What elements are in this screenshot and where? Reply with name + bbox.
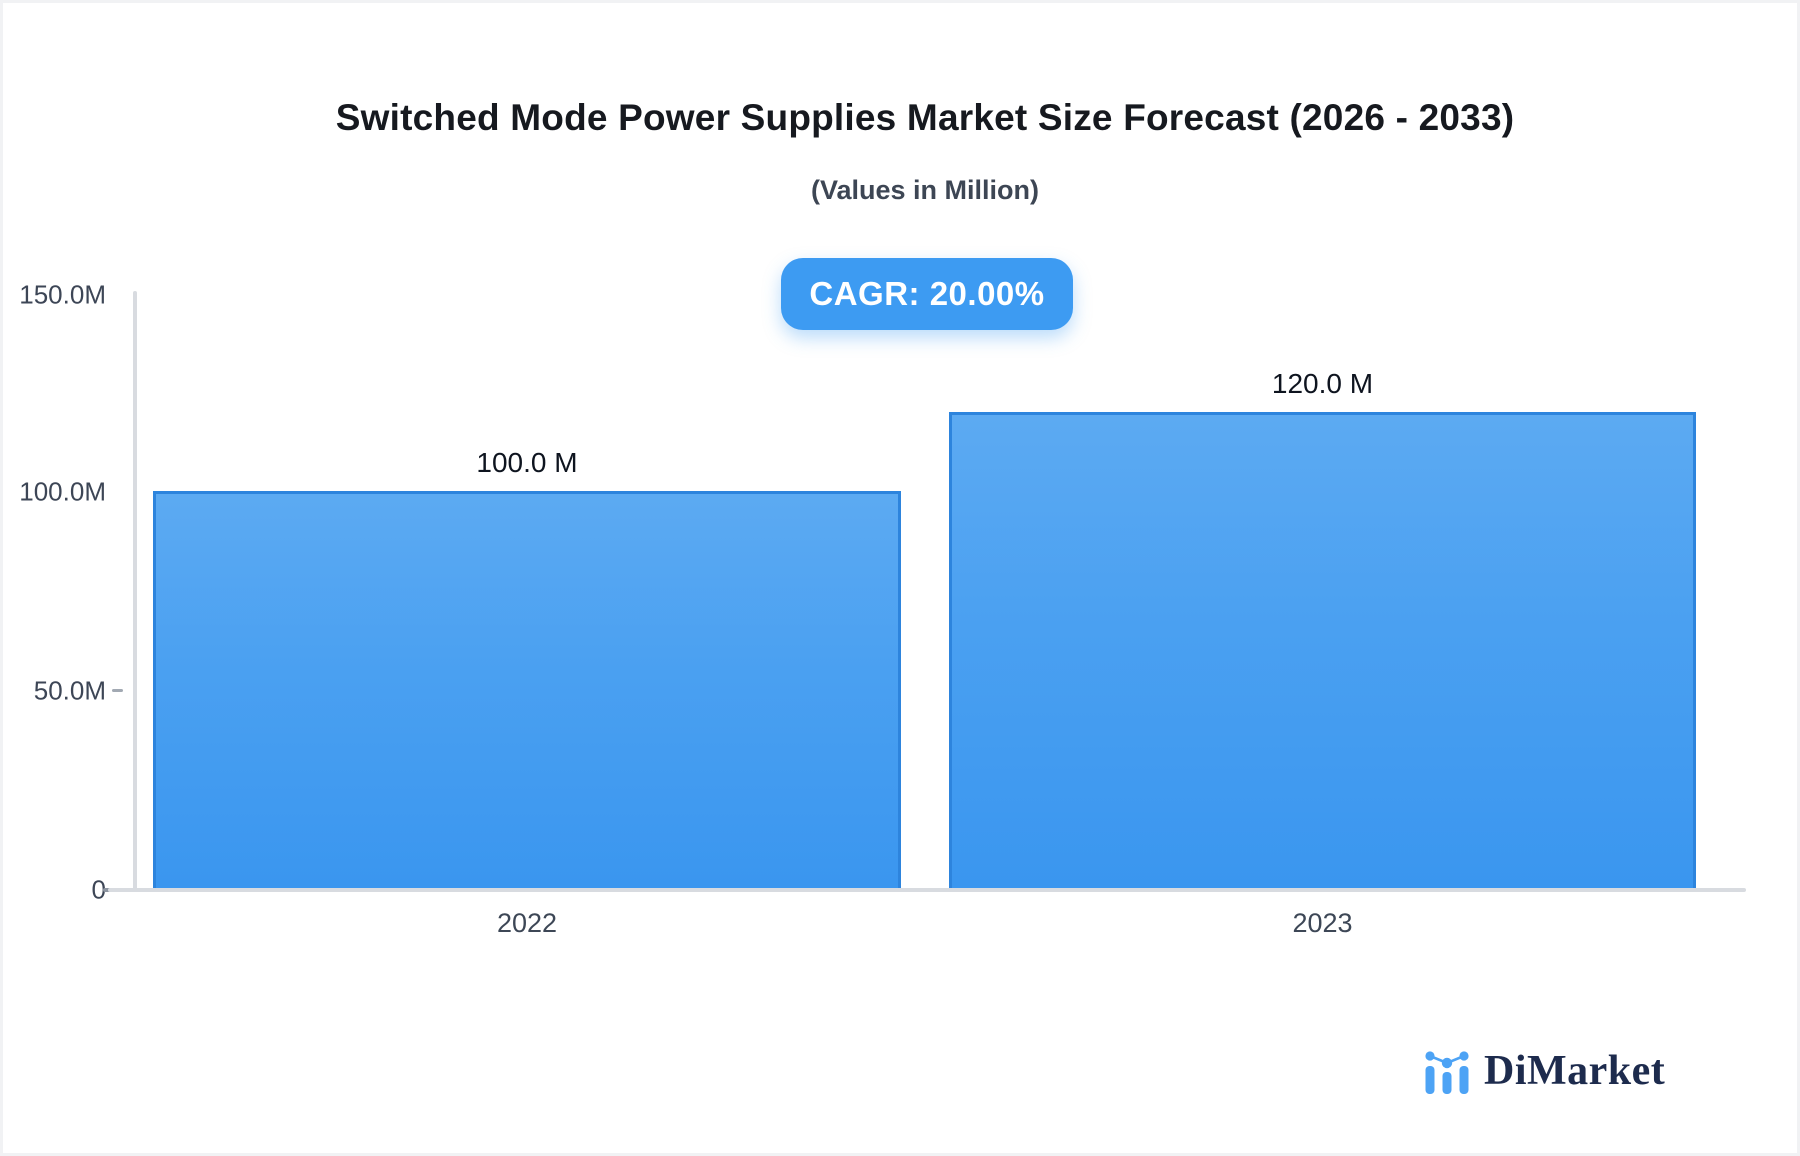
bar-chart-plot-area: 150.0M 100.0M 50.0M 0 100.0 M 2022 120.0… xyxy=(3,280,1797,938)
x-axis-tick-label: 2022 xyxy=(496,908,558,938)
y-axis-tick-label: 100.0M xyxy=(19,476,106,507)
dimarket-logo[interactable]: DiMarket xyxy=(1423,1043,1665,1099)
y-axis-tick-label: 0 xyxy=(91,874,106,905)
chart-title: Switched Mode Power Supplies Market Size… xyxy=(335,97,1515,138)
y-axis-tick-label: 150.0M xyxy=(19,279,106,310)
bar-2023[interactable] xyxy=(949,412,1696,888)
bar-value-label: 120.0 M xyxy=(1271,368,1374,399)
y-axis-tick-mark xyxy=(112,689,123,692)
bar-line-chart-icon xyxy=(1425,1051,1469,1094)
bar-value-label: 100.0 M xyxy=(476,447,578,478)
cagr-badge: CAGR: 20.00% xyxy=(781,258,1073,330)
chart-subtitle: (Values in Million) xyxy=(810,175,1040,205)
bar-group-2023: 120.0 M 2023 xyxy=(949,293,1696,938)
bar-group-2022: 100.0 M 2022 xyxy=(153,293,901,938)
y-axis-line xyxy=(133,291,137,892)
logo-text: DiMarket xyxy=(1484,1048,1666,1094)
x-axis-line xyxy=(108,888,1746,892)
bar-2022[interactable] xyxy=(153,491,901,888)
x-axis-tick-label: 2023 xyxy=(1292,908,1353,938)
y-axis-tick-label: 50.0M xyxy=(33,675,106,706)
